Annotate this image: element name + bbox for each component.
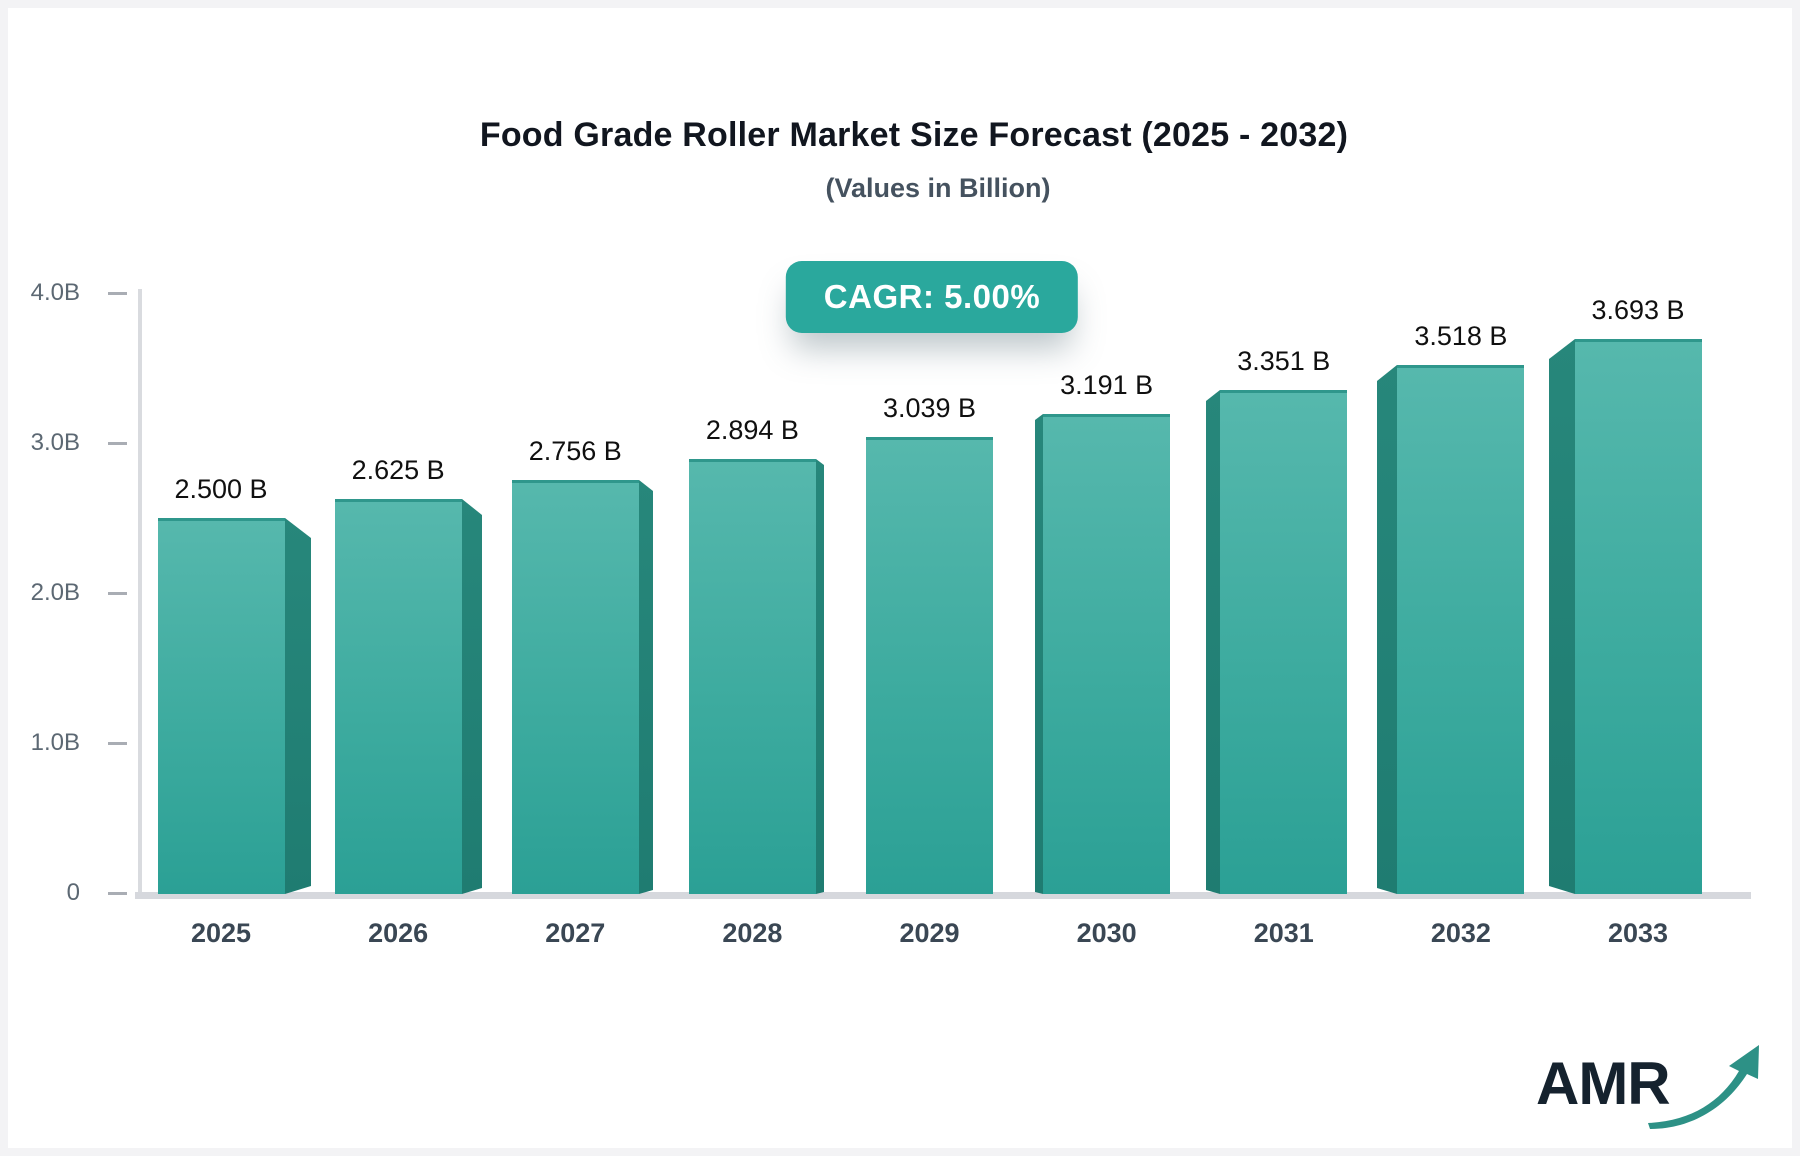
bar-2031[interactable] — [1220, 390, 1347, 894]
amr-logo-text: AMR — [1536, 1050, 1671, 1117]
growth-arrow-icon — [1648, 1045, 1759, 1129]
chart-subtitle: (Values in Billion) — [825, 173, 1051, 203]
bar-2026[interactable] — [335, 499, 462, 894]
cagr-badge: CAGR: 5.00% — [785, 261, 1079, 333]
x-tick-label-2032: 2032 — [1430, 918, 1491, 948]
bar-2027[interactable] — [512, 480, 639, 894]
bar-2032[interactable] — [1397, 365, 1524, 894]
bar-value-label: 3.351 B — [1237, 346, 1331, 376]
bar-side-face — [1549, 339, 1575, 894]
y-axis-tick — [108, 742, 127, 745]
bar-value-label: 3.191 B — [1060, 370, 1154, 400]
y-axis-tick — [108, 592, 127, 595]
y-tick-label: 1.0B — [30, 729, 80, 756]
y-axis-tick — [108, 442, 127, 445]
bar-side-face — [1377, 365, 1397, 894]
x-tick-label-2025: 2025 — [190, 918, 252, 948]
y-tick-label: 0 — [66, 879, 80, 906]
y-tick-label: 3.0B — [30, 429, 80, 456]
y-tick-label: 4.0B — [30, 279, 80, 306]
bar-2025[interactable] — [158, 518, 285, 894]
bar-2030[interactable] — [1043, 414, 1170, 894]
bar-side-face — [462, 499, 482, 894]
bar-side-face — [285, 518, 311, 894]
amr-logo: AMR — [1536, 1043, 1768, 1133]
bar-2033[interactable] — [1575, 339, 1702, 894]
x-tick-label-2028: 2028 — [722, 918, 783, 948]
bar-side-face — [1206, 390, 1220, 894]
y-axis-tick — [108, 892, 127, 895]
bar-value-label: 2.500 B — [174, 474, 268, 504]
bar-side-face — [816, 459, 824, 894]
chart-title: Food Grade Roller Market Size Forecast (… — [479, 116, 1349, 154]
bar-value-label: 2.625 B — [351, 455, 445, 485]
bar-2028[interactable] — [689, 459, 816, 894]
y-axis-line — [138, 289, 142, 895]
bar-value-label: 3.518 B — [1414, 321, 1508, 351]
bar-2029[interactable] — [866, 437, 993, 894]
x-tick-label-2031: 2031 — [1253, 918, 1314, 948]
x-tick-label-2030: 2030 — [1076, 918, 1137, 948]
bar-value-label: 3.693 B — [1591, 295, 1685, 325]
bar-side-face — [1035, 414, 1043, 894]
x-tick-label-2027: 2027 — [545, 918, 606, 948]
y-tick-label: 2.0B — [30, 579, 80, 606]
x-tick-label-2029: 2029 — [899, 918, 960, 948]
y-axis-tick — [108, 292, 127, 295]
bar-value-label: 2.756 B — [528, 436, 622, 466]
x-tick-label-2033: 2033 — [1607, 918, 1669, 948]
x-axis-line — [135, 892, 1751, 899]
x-tick-label-2026: 2026 — [368, 918, 429, 948]
bar-value-label: 2.894 B — [705, 415, 799, 445]
bar-value-label: 3.039 B — [882, 393, 977, 423]
bar-side-face — [639, 480, 653, 894]
